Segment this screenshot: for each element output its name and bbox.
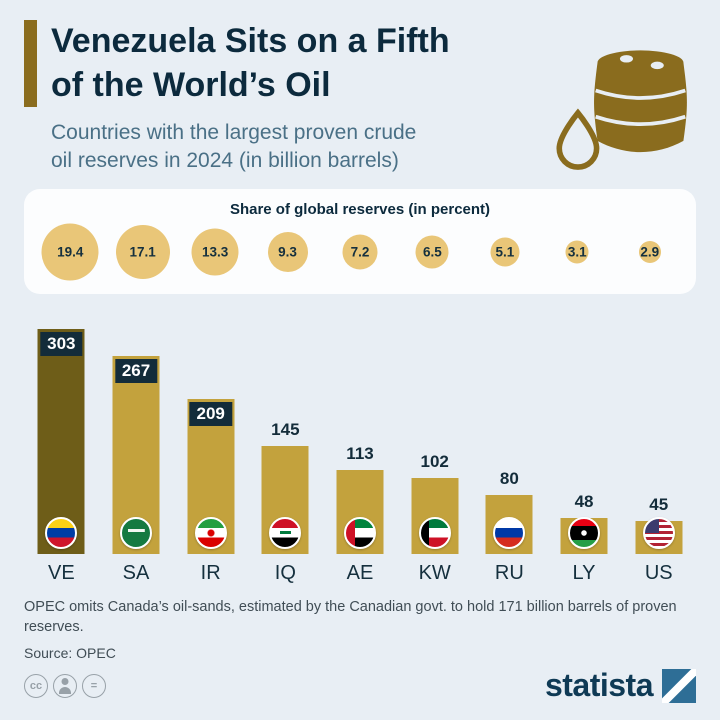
share-cell-ae: 7.2: [324, 222, 396, 282]
share-circle-icon: [490, 237, 520, 267]
bar-area: 113: [323, 306, 398, 554]
share-value-label: 5.1: [495, 244, 515, 260]
flag-usa-icon: [642, 516, 675, 549]
footer-bar: cc = statista: [24, 667, 696, 704]
share-circles-row: 19.4 17.1 13.3 9.3 7.2 6.5 5.1 3.1 2.9: [34, 222, 686, 282]
share-value-label: 17.1: [129, 244, 156, 260]
share-cell-ve: 19.4: [34, 222, 106, 282]
bar-area: 80: [472, 306, 547, 554]
share-cell-sa: 17.1: [106, 222, 178, 282]
title-line-1: Venezuela Sits on a Fifth: [51, 22, 450, 60]
country-label: AE: [346, 561, 374, 584]
bar-value-label: 267: [114, 358, 158, 383]
share-panel: Share of global reserves (in percent) 19…: [24, 188, 696, 294]
share-circle-icon: [191, 228, 239, 276]
bar-column-ly: 48 LY: [547, 306, 622, 585]
bar-column-ae: 113 AE: [323, 306, 398, 585]
subtitle-line-2: oil reserves in 2024 (in billion barrels…: [51, 148, 399, 172]
country-label: IQ: [274, 561, 296, 584]
share-circle-icon: [415, 235, 449, 269]
country-label: LY: [572, 561, 596, 584]
country-label: IR: [200, 561, 221, 584]
share-circle-icon: [342, 234, 378, 270]
license-icons: cc =: [24, 673, 106, 698]
header: Venezuela Sits on a Fifth of the World’s…: [24, 20, 696, 108]
flag-saudi-arabia-icon: [120, 516, 152, 549]
country-label: US: [644, 561, 673, 584]
bar-column-ve: 303 VE: [24, 306, 99, 585]
bar-area: 209: [173, 306, 248, 554]
page-subtitle: Countries with the largest proven crude …: [51, 119, 696, 175]
share-cell-ir: 13.3: [179, 222, 251, 282]
bar-area: 267: [99, 306, 174, 554]
country-label: KW: [418, 561, 451, 584]
bar-area: 145: [248, 306, 323, 554]
statista-logo[interactable]: statista: [545, 667, 696, 704]
source-label: Source: OPEC: [24, 645, 116, 662]
share-cell-ly: 3.1: [541, 222, 613, 282]
country-label: RU: [494, 561, 524, 584]
flag-uae-icon: [344, 516, 377, 549]
bar-value-label: 303: [40, 331, 83, 356]
bar-value-label: 48: [574, 491, 594, 511]
country-label: SA: [122, 561, 150, 584]
bar-area: 102: [397, 306, 472, 554]
share-circle-icon: [638, 240, 661, 263]
bar-column-iq: 145 IQ: [248, 306, 323, 585]
flag-kuwait-icon: [418, 516, 451, 549]
statista-logo-icon: [662, 668, 696, 703]
title-accent-bar: [24, 20, 37, 108]
share-cell-ru: 5.1: [469, 222, 541, 282]
flag-iran-icon: [194, 516, 227, 549]
share-value-label: 13.3: [201, 244, 229, 260]
share-circle-icon: [565, 240, 589, 264]
bar-column-sa: 267 SA: [99, 306, 174, 585]
share-circle-icon: [115, 224, 170, 279]
bar-value-label: 145: [271, 419, 300, 439]
bar-value-label: 45: [649, 494, 669, 514]
statista-wordmark: statista: [544, 667, 654, 704]
bar-chart: 303 VE 267 SA 209 IR 145 IQ: [24, 306, 696, 585]
bar-column-us: 45 US: [621, 306, 696, 585]
share-cell-iq: 9.3: [251, 222, 323, 282]
share-circle-icon: [267, 231, 308, 272]
share-value-label: 7.2: [350, 244, 370, 260]
oil-barrel-icon: [544, 42, 694, 182]
bar-ve: 303: [37, 328, 85, 554]
flag-russia-icon: [493, 516, 526, 549]
share-value-label: 9.3: [278, 244, 297, 260]
bar-value-label: 80: [499, 468, 519, 488]
flag-venezuela-icon: [45, 516, 78, 549]
oil-drop-icon: [556, 108, 600, 170]
share-value-label: 19.4: [57, 244, 84, 260]
bar-column-ir: 209 IR: [173, 306, 248, 585]
share-value-label: 6.5: [423, 244, 442, 260]
cc-icon[interactable]: cc: [24, 673, 48, 698]
share-cell-kw: 6.5: [396, 222, 468, 282]
bar-area: 303: [24, 306, 99, 554]
share-circle-icon: [41, 223, 99, 281]
flag-libya-icon: [568, 516, 601, 549]
subtitle-line-1: Countries with the largest proven crude: [51, 121, 417, 145]
bar-value-label: 113: [346, 443, 374, 463]
bar-column-kw: 102 KW: [397, 306, 472, 585]
share-value-label: 2.9: [640, 244, 660, 260]
bar-area: 48: [547, 306, 622, 554]
page-title: Venezuela Sits on a Fifth of the World’s…: [51, 20, 450, 107]
equals-icon[interactable]: =: [82, 673, 106, 698]
bar-area: 45: [621, 306, 696, 554]
share-cell-us: 2.9: [614, 222, 686, 282]
footnote: OPEC omits Canada’s oil-sands, estimated…: [24, 598, 677, 636]
bar-column-ru: 80 RU: [472, 306, 547, 585]
flag-iraq-icon: [269, 516, 302, 549]
title-line-2: of the World’s Oil: [51, 65, 331, 104]
country-label: VE: [47, 561, 75, 584]
bar-value-label: 209: [189, 401, 232, 426]
bar-value-label: 102: [420, 451, 449, 471]
share-panel-title: Share of global reserves (in percent): [229, 200, 491, 218]
attribution-person-icon[interactable]: [53, 673, 77, 698]
share-value-label: 3.1: [567, 244, 587, 260]
